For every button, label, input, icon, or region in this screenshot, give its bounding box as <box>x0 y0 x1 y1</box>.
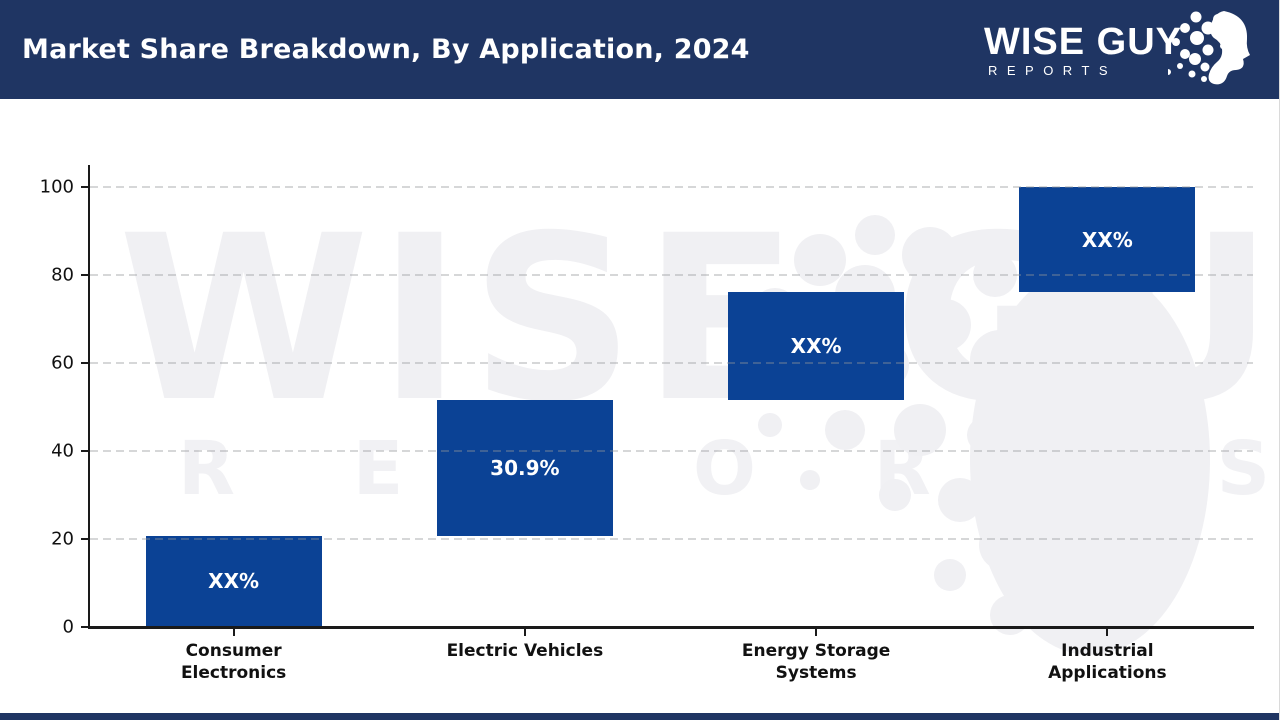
x-tick-industrial-applications <box>1106 628 1109 636</box>
bar-electric-vehicles <box>436 399 613 536</box>
gridline-80 <box>90 274 1253 276</box>
logo-subtitle: REPORTS <box>987 62 1118 78</box>
category-label-electric-vehicles: Electric Vehicles <box>405 640 645 662</box>
x-tick-energy-storage-systems <box>815 628 818 636</box>
bar-value-label-consumer-electronics: XX% <box>208 569 260 594</box>
y-tick-label-80: 80 <box>51 264 74 286</box>
category-label-line: Electric Vehicles <box>446 641 604 661</box>
y-tick-80 <box>81 274 89 276</box>
y-tick-20 <box>81 538 89 540</box>
gridline-40 <box>90 450 1253 452</box>
wiseguy-logo: WISE GUY REPORTS <box>984 10 1254 90</box>
wiseguy-logo-text: WISE GUY REPORTS <box>984 23 1182 77</box>
logo-wordmark: WISE GUY <box>983 20 1182 63</box>
bar-value-label-industrial-applications: XX% <box>1081 227 1133 252</box>
bar-value-label-electric-vehicles: 30.9% <box>490 455 560 480</box>
bar-energy-storage-systems <box>728 292 905 400</box>
y-tick-label-60: 60 <box>51 352 74 374</box>
y-tick-label-0: 0 <box>62 616 74 638</box>
category-label-line: Applications <box>1048 663 1167 684</box>
page-title: Market Share Breakdown, By Application, … <box>22 34 750 65</box>
header-bar: Market Share Breakdown, By Application, … <box>0 0 1279 99</box>
category-label-energy-storage-systems: Energy Storage Systems <box>696 640 936 684</box>
y-tick-label-20: 20 <box>51 528 74 550</box>
y-axis-line <box>88 165 90 628</box>
x-tick-consumer-electronics <box>232 628 235 636</box>
bar-consumer-electronics <box>145 535 322 627</box>
y-tick-0 <box>81 626 89 628</box>
category-label-line: Industrial <box>1061 641 1154 661</box>
gridline-20 <box>90 538 1253 540</box>
y-tick-40 <box>81 450 89 452</box>
gridline-60 <box>90 362 1253 364</box>
bar-value-label-energy-storage-systems: XX% <box>790 334 842 359</box>
logo-face-icon <box>1168 10 1250 84</box>
category-label-line: Systems <box>775 663 857 684</box>
y-tick-60 <box>81 362 89 364</box>
x-tick-electric-vehicles <box>523 628 526 636</box>
footer-bar <box>0 713 1279 720</box>
y-tick-label-40: 40 <box>51 440 74 462</box>
category-label-industrial-applications: Industrial Applications <box>987 640 1227 684</box>
x-axis-line <box>88 626 1254 629</box>
y-tick-100 <box>81 186 89 188</box>
bar-industrial-applications <box>1019 187 1196 293</box>
category-label-consumer-electronics: Consumer Electronics <box>114 640 354 684</box>
category-label-line: Energy Storage <box>741 641 891 661</box>
gridline-100 <box>90 186 1253 188</box>
y-tick-label-100: 100 <box>39 176 74 198</box>
category-label-line: Electronics <box>180 663 287 684</box>
category-label-line: Consumer <box>185 641 282 661</box>
